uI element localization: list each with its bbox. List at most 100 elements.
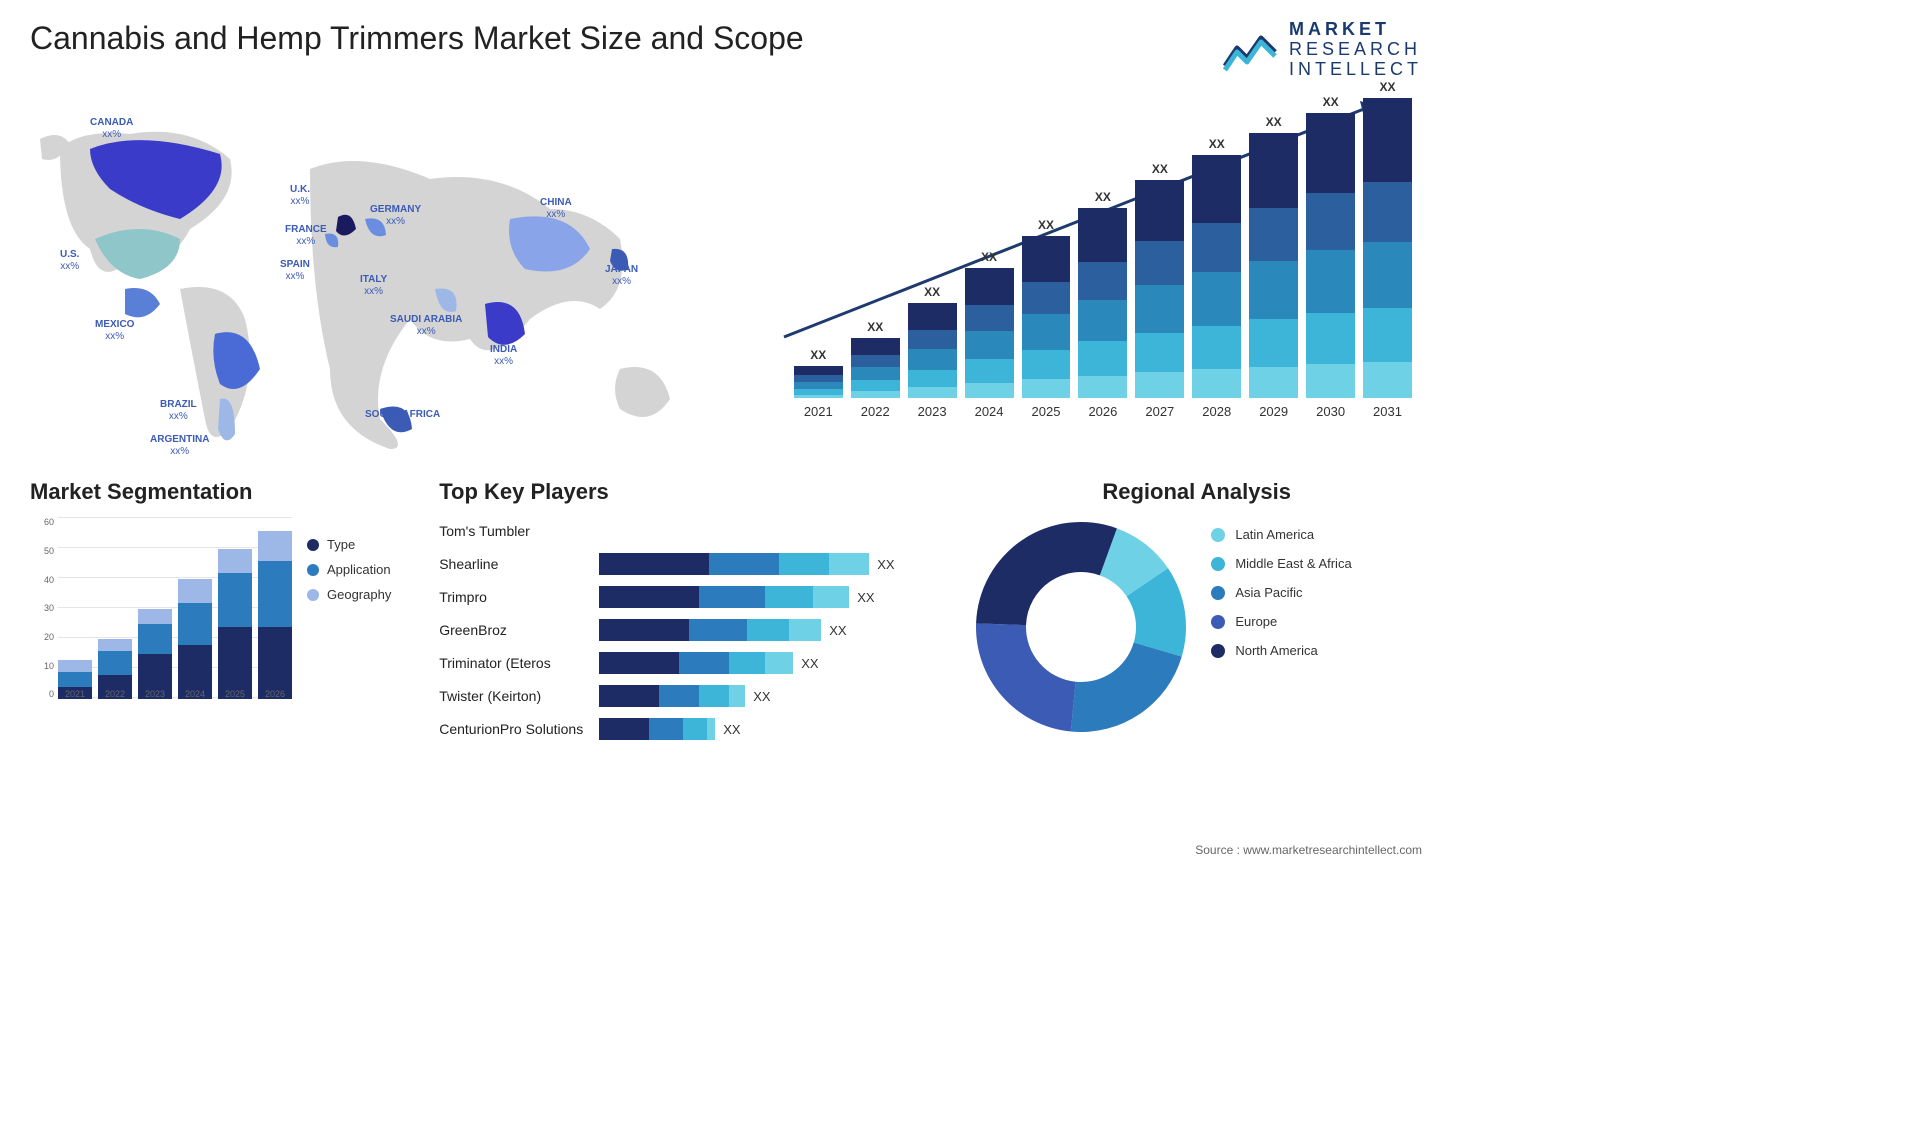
growth-bar-year: 2027 (1145, 404, 1174, 419)
player-row: Triminator (EterosXX (439, 649, 951, 677)
player-row: GreenBroz XX (439, 616, 951, 644)
growth-bar-year: 2024 (975, 404, 1004, 419)
seg-bar-col: 2022 (98, 639, 132, 699)
growth-bar-value: XX (924, 285, 940, 299)
player-row: Tom's Tumbler (439, 517, 951, 545)
seg-bar-col: 2021 (58, 660, 92, 699)
player-name: Tom's Tumbler (439, 523, 599, 539)
growth-bar-value: XX (1380, 80, 1396, 94)
player-name: Shearline (439, 556, 599, 572)
growth-bar-value: XX (1152, 162, 1168, 176)
donut-slice (976, 624, 1076, 732)
map-label: GERMANYxx% (370, 204, 421, 228)
growth-bar-col: XX 2026 (1078, 190, 1127, 419)
player-name: CenturionPro Solutions (439, 721, 599, 737)
growth-bar-col: XX 2023 (908, 285, 957, 419)
map-label: CANADAxx% (90, 117, 133, 141)
growth-bar-value: XX (1095, 190, 1111, 204)
seg-bar-col: 2026 (258, 531, 292, 699)
growth-bar-value: XX (1323, 95, 1339, 109)
growth-bar-value: XX (810, 348, 826, 362)
map-label: SPAINxx% (280, 259, 310, 283)
donut-legend-item: Europe (1211, 614, 1351, 629)
donut-legend-item: North America (1211, 643, 1351, 658)
seg-bar-col: 2023 (138, 609, 172, 699)
regional-legend: Latin America Middle East & Africa Asia Pa… (1211, 517, 1351, 672)
growth-bar-col: XX 2031 (1363, 80, 1412, 419)
player-name: GreenBroz (439, 622, 599, 638)
donut-legend-item: Asia Pacific (1211, 585, 1351, 600)
map-label: SOUTH AFRICAxx% (365, 409, 440, 433)
player-row: CenturionPro Solutions XX (439, 715, 951, 743)
seg-y-tick: 60 (30, 517, 54, 527)
seg-y-tick: 10 (30, 661, 54, 671)
growth-bar-year: 2029 (1259, 404, 1288, 419)
key-players-section: Top Key Players Tom's TumblerShearlineXX… (439, 479, 951, 748)
segmentation-section: Market Segmentation 6050403020100 202120… (30, 479, 419, 748)
player-value: XX (801, 656, 818, 671)
player-value: XX (829, 623, 846, 638)
seg-y-tick: 40 (30, 575, 54, 585)
seg-legend-item: Geography (307, 587, 391, 602)
donut-slice (1071, 643, 1182, 732)
growth-bar-year: 2030 (1316, 404, 1345, 419)
key-players-chart: Tom's TumblerShearlineXXTrimproXXGreenBr… (439, 517, 951, 743)
seg-y-tick: 30 (30, 603, 54, 613)
seg-bar-col: 2025 (218, 549, 252, 699)
player-value: XX (857, 590, 874, 605)
growth-bar-value: XX (1266, 115, 1282, 129)
donut-slice (976, 522, 1117, 625)
growth-bar-value: XX (981, 250, 997, 264)
seg-bar-year: 2024 (185, 689, 205, 699)
map-label: U.S.xx% (60, 249, 79, 273)
map-label: ITALYxx% (360, 274, 387, 298)
growth-bar-col: XX 2024 (965, 250, 1014, 419)
regional-section: Regional Analysis Latin America Middle Ea… (971, 479, 1422, 748)
growth-bar-col: XX 2029 (1249, 115, 1298, 419)
growth-bar-year: 2021 (804, 404, 833, 419)
seg-y-tick: 0 (30, 689, 54, 699)
donut-legend-item: Latin America (1211, 527, 1351, 542)
logo-text-1: MARKET (1289, 20, 1422, 40)
seg-bar-year: 2023 (145, 689, 165, 699)
player-value: XX (723, 722, 740, 737)
donut-legend-item: Middle East & Africa (1211, 556, 1351, 571)
logo-text-2: RESEARCH (1289, 40, 1422, 60)
segmentation-chart: 6050403020100 202120222023202420252026 (30, 517, 292, 717)
logo-icon (1223, 28, 1279, 72)
growth-bar-value: XX (1038, 218, 1054, 232)
growth-bar-col: XX 2021 (794, 348, 843, 419)
growth-bar-year: 2022 (861, 404, 890, 419)
world-map: CANADAxx%U.S.xx%MEXICOxx%BRAZILxx%ARGENT… (30, 89, 754, 469)
player-row: ShearlineXX (439, 550, 951, 578)
growth-bar-value: XX (867, 320, 883, 334)
seg-bar-year: 2022 (105, 689, 125, 699)
segmentation-title: Market Segmentation (30, 479, 419, 505)
map-label: INDIAxx% (490, 344, 517, 368)
growth-bar-year: 2031 (1373, 404, 1402, 419)
growth-bar-year: 2023 (918, 404, 947, 419)
regional-title: Regional Analysis (971, 479, 1422, 505)
growth-bar-col: XX2025 (1022, 218, 1071, 419)
regional-donut (971, 517, 1191, 737)
growth-chart: XX2021XX2022XX2023XX2024XX2025XX2026XX20… (754, 89, 1422, 469)
segmentation-legend: Type Application Geography (307, 517, 391, 717)
source-label: Source : www.marketresearchintellect.com (1195, 843, 1422, 857)
growth-bar-col: XX 2030 (1306, 95, 1355, 419)
page-title: Cannabis and Hemp Trimmers Market Size a… (30, 20, 804, 57)
growth-bar-year: 2028 (1202, 404, 1231, 419)
seg-bar-year: 2025 (225, 689, 245, 699)
player-row: TrimproXX (439, 583, 951, 611)
growth-bar-col: XX 2027 (1135, 162, 1184, 419)
seg-y-tick: 20 (30, 632, 54, 642)
player-value: XX (753, 689, 770, 704)
seg-legend-item: Type (307, 537, 391, 552)
map-label: ARGENTINAxx% (150, 434, 209, 458)
growth-bar-year: 2026 (1088, 404, 1117, 419)
map-label: JAPANxx% (605, 264, 638, 288)
seg-bar-col: 2024 (178, 579, 212, 699)
growth-bar-col: XX2028 (1192, 137, 1241, 419)
seg-legend-item: Application (307, 562, 391, 577)
map-label: MEXICOxx% (95, 319, 134, 343)
map-label: U.K.xx% (290, 184, 310, 208)
